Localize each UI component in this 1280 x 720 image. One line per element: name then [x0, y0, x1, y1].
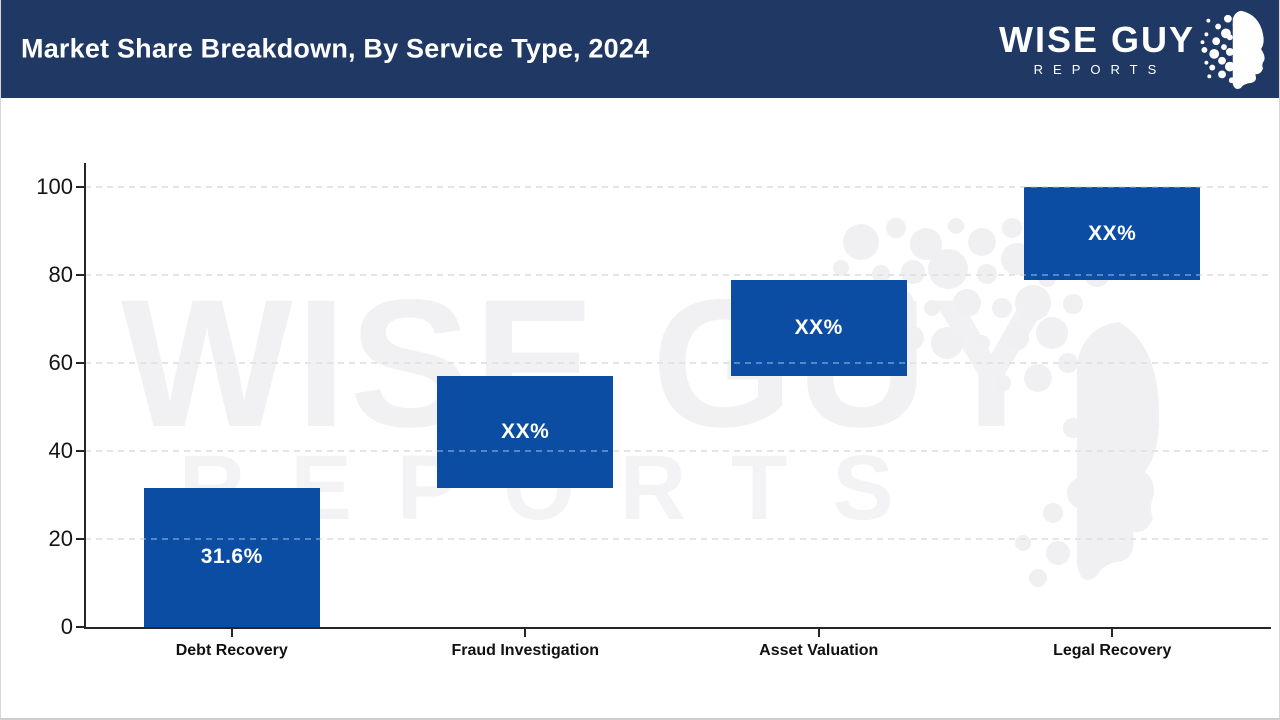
brand-face-icon: [1200, 10, 1265, 89]
x-axis-tick-fraud-investigation: [524, 629, 527, 637]
gridline-over-80: [85, 274, 1271, 276]
bar-asset-valuation: XX%: [730, 280, 907, 377]
y-axis-tick-0: [76, 626, 85, 628]
y-axis-line: [84, 163, 86, 629]
gridline-under-40: [85, 450, 1271, 452]
y-axis-tick-label-0: 0: [60, 614, 73, 639]
y-axis-tick-label-100: 100: [36, 174, 73, 199]
y-axis-tick-label-80: 80: [48, 262, 73, 287]
bar-fraud-investigation: XX%: [437, 376, 614, 488]
y-axis-tick-40: [76, 450, 85, 452]
gridline-under-80: [85, 274, 1271, 276]
brand-logo-text: WISE GUY REPORTS: [998, 19, 1195, 77]
y-axis-tick-80: [76, 274, 85, 276]
gridline-over-100: [85, 186, 1271, 188]
brand-logo-subtitle: REPORTS: [1033, 62, 1167, 77]
y-axis-tick-60: [76, 362, 85, 364]
bar-value-label-legal-recovery: XX%: [1088, 221, 1137, 245]
brand-logo: WISE GUY REPORTS: [999, 7, 1267, 91]
y-axis-tick-label-40: 40: [48, 438, 73, 463]
x-axis-label-debt-recovery: Debt Recovery: [175, 642, 288, 659]
bar-value-label-fraud-investigation: XX%: [501, 420, 550, 444]
y-axis-tick-20: [76, 538, 85, 540]
x-axis-label-legal-recovery: Legal Recovery: [1053, 642, 1172, 659]
gridline-under-20: [85, 538, 1271, 540]
bar-legal-recovery: XX%: [1024, 187, 1201, 281]
bar-debt-recovery: 31.6%: [143, 487, 320, 627]
x-axis-line: [84, 627, 1271, 629]
x-axis-tick-asset-valuation: [817, 629, 820, 637]
bar-value-label-debt-recovery: 31.6%: [200, 545, 263, 569]
chart-title: Market Share Breakdown, By Service Type,…: [21, 33, 650, 64]
x-axis-label-fraud-investigation: Fraud Investigation: [451, 642, 600, 659]
x-axis-tick-debt-recovery: [230, 629, 233, 637]
y-axis-tick-label-60: 60: [48, 350, 73, 375]
brand-logo-name: WISE GUY: [998, 19, 1195, 60]
x-axis-tick-legal-recovery: [1111, 629, 1114, 637]
bar-value-label-asset-valuation: XX%: [794, 316, 843, 340]
y-axis-tick-label-20: 20: [48, 526, 73, 551]
gridline-over-60: [85, 362, 1271, 364]
x-axis-label-asset-valuation: Asset Valuation: [759, 642, 879, 659]
y-axis-tick-100: [76, 186, 85, 188]
gridline-under-100: [85, 186, 1271, 188]
gridline-over-40: [85, 450, 1271, 452]
gridline-under-60: [85, 362, 1271, 364]
header-banner: Market Share Breakdown, By Service Type,…: [1, 0, 1279, 98]
gridline-over-20: [85, 538, 1271, 540]
